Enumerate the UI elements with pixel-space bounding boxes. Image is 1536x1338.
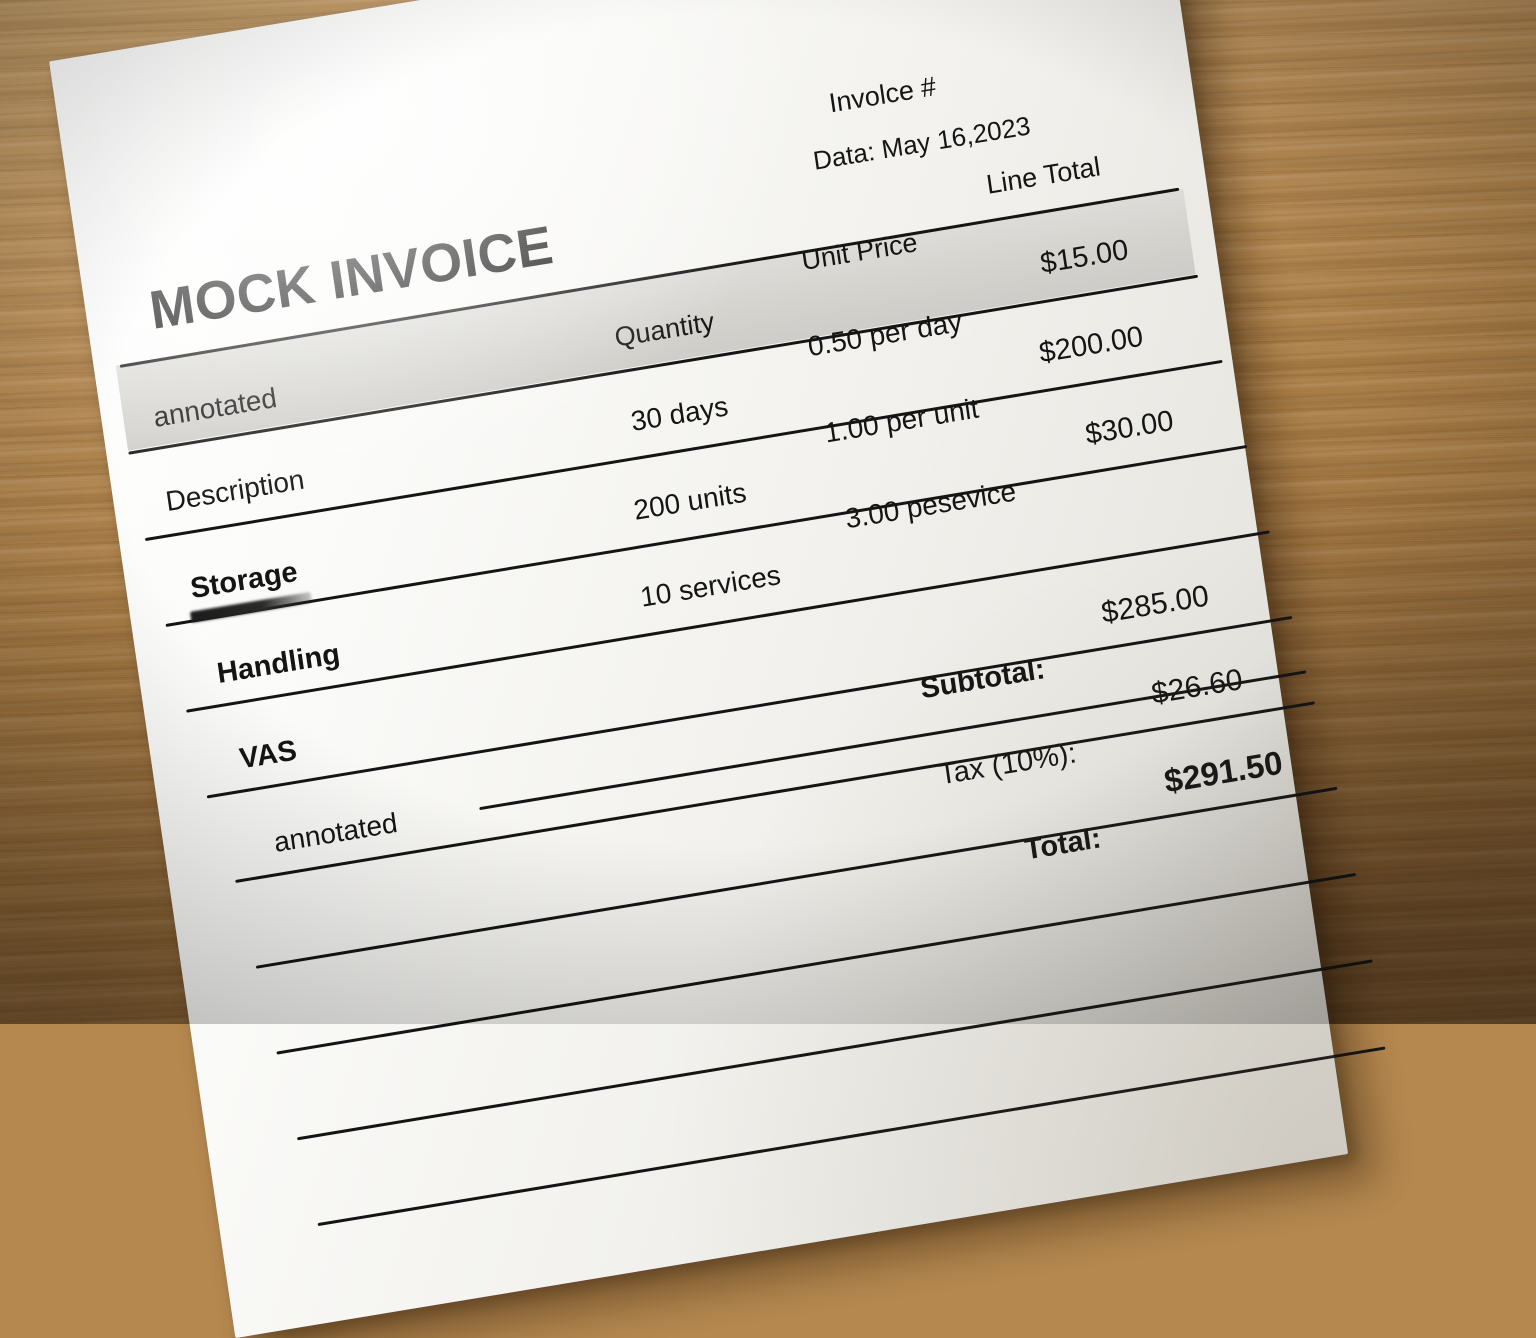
total-value: $291.50: [1161, 743, 1285, 800]
total-label: Total:: [1022, 822, 1104, 867]
table-rule: [276, 872, 1357, 1055]
cell-line-total-handling: $200.00: [1037, 320, 1146, 370]
cell-unit-price-vas: 3.00 pesevice: [843, 475, 1019, 535]
column-header-description: Description: [163, 463, 307, 518]
tax-label: Tax (10%):: [937, 737, 1079, 792]
invoice-paper: MOCK INVOICE Involce # Data: May 16,2023…: [49, 0, 1386, 1338]
table-rule: [255, 786, 1338, 969]
row-label-handling: Handling: [214, 638, 342, 691]
subtotal-value: $285.00: [1099, 579, 1211, 630]
subtotal-label: Subtotal:: [918, 653, 1048, 706]
cell-quantity-vas: 10 services: [638, 559, 783, 613]
table-rule: [296, 959, 1373, 1141]
table-rule: [235, 701, 1315, 883]
row-label-vas: VAS: [237, 734, 299, 776]
cell-quantity-storage: 30 days: [628, 390, 731, 438]
column-header-line-total: Line Total: [984, 151, 1103, 200]
invoice-content: MOCK INVOICE Involce # Data: May 16,2023…: [49, 0, 1386, 1338]
annotation-label-bottom: annotated: [271, 806, 400, 858]
table-rule: [206, 615, 1293, 799]
invoice-date-label: Data: May 16,2023: [811, 110, 1033, 176]
table-rule: [317, 1046, 1386, 1227]
invoice-number-label: Involce #: [827, 71, 938, 119]
cell-line-total-vas: $30.00: [1083, 404, 1176, 451]
cell-unit-price-handling: 1.00 per unit: [822, 392, 981, 449]
cell-quantity-handling: 200 units: [631, 476, 749, 526]
tax-value: $26.60: [1149, 663, 1245, 711]
